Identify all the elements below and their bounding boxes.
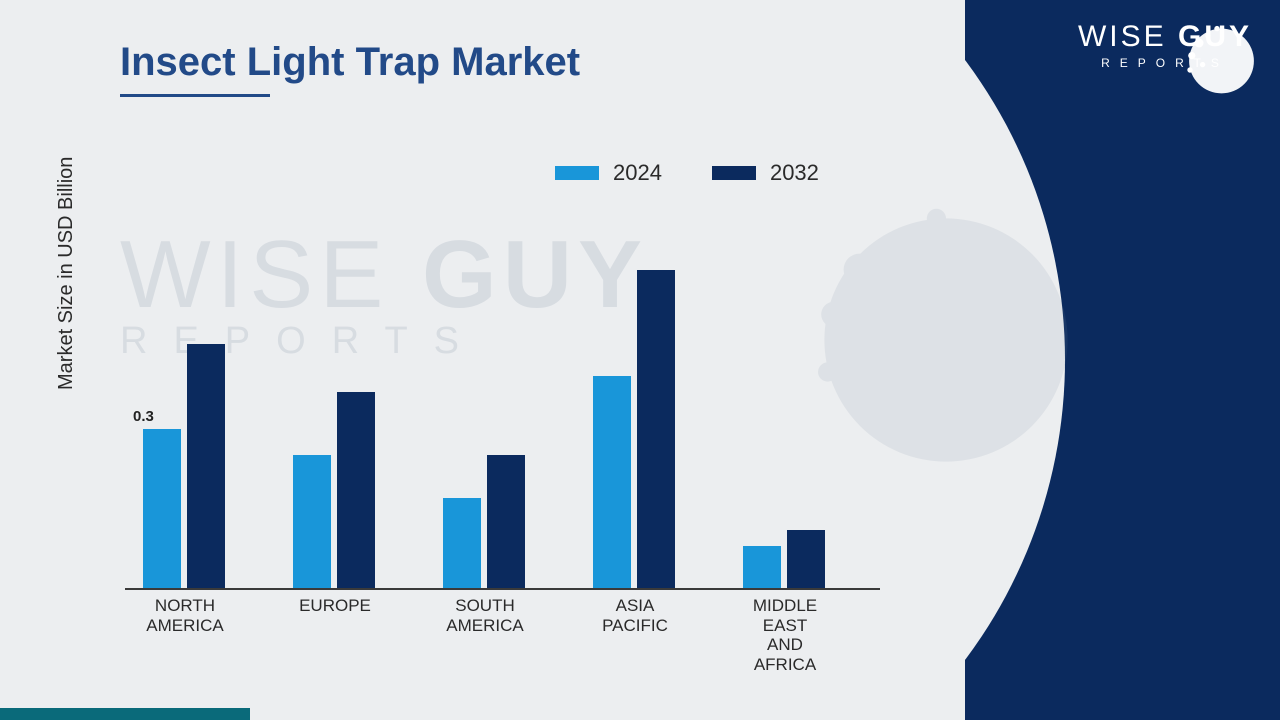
legend-label-2032: 2032	[770, 160, 819, 186]
legend-swatch-2024	[555, 166, 599, 180]
category-label: ASIAPACIFIC	[575, 596, 695, 635]
category-label: MIDDLEEASTANDAFRICA	[725, 596, 845, 674]
legend-label-2024: 2024	[613, 160, 662, 186]
brand-logo: WISE GUY REPORTS	[1078, 20, 1252, 70]
y-axis-label: Market Size in USD Billion	[55, 157, 78, 390]
stage: WISE GUY REPORTS Insect Light Trap Marke…	[0, 0, 1280, 720]
brand-word-2: GUY	[1178, 20, 1252, 53]
category-label: SOUTHAMERICA	[425, 596, 545, 635]
legend-item-2032: 2032	[712, 160, 819, 186]
bar-chart: Market Size in USD Billion 0.3NORTHAMERI…	[90, 190, 880, 590]
legend-swatch-2032	[712, 166, 756, 180]
footer-accent	[0, 708, 250, 720]
category-label: EUROPE	[275, 596, 395, 616]
bar-2032	[187, 344, 225, 588]
x-axis-line	[125, 588, 880, 590]
bar-2032	[637, 270, 675, 588]
bar-2032	[487, 455, 525, 588]
legend: 2024 2032	[555, 160, 819, 186]
page-title: Insect Light Trap Market	[120, 40, 580, 85]
title-underline	[120, 94, 270, 97]
legend-item-2024: 2024	[555, 160, 662, 186]
bar-2032	[787, 530, 825, 588]
category-label: NORTHAMERICA	[125, 596, 245, 635]
brand-subtitle: REPORTS	[1078, 56, 1252, 70]
bar-2024	[443, 498, 481, 588]
bar-2024	[593, 376, 631, 588]
bar-2032	[337, 392, 375, 588]
bar-2024	[143, 429, 181, 588]
bar-2024	[293, 455, 331, 588]
bar-2024	[743, 546, 781, 588]
bar-value-label: 0.3	[133, 408, 154, 425]
brand-word-1: WISE	[1078, 20, 1167, 53]
plot-area: 0.3NORTHAMERICAEUROPESOUTHAMERICAASIAPAC…	[125, 190, 880, 590]
